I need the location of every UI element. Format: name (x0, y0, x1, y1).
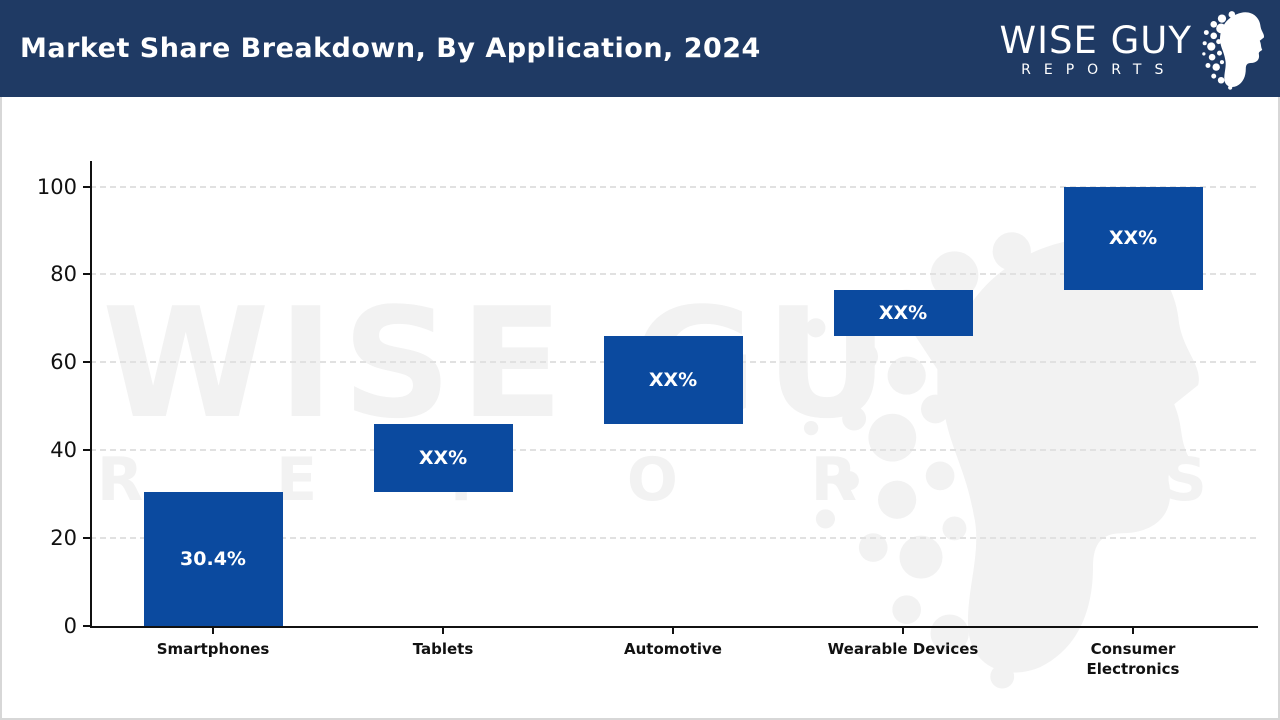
chart-title: Market Share Breakdown, By Application, … (20, 33, 761, 64)
gridline-40 (90, 449, 1256, 452)
x-tick-mark (212, 628, 214, 634)
category-label: Consumer Electronics (1086, 640, 1180, 679)
y-tick-label: 100 (36, 174, 77, 199)
logo-subtitle: REPORTS (1021, 61, 1177, 78)
x-axis-line (90, 626, 1258, 628)
y-tick-mark (83, 449, 90, 452)
category-label: Automotive (624, 640, 722, 658)
x-tick-mark (442, 628, 444, 634)
y-tick-mark (83, 361, 90, 364)
category-label: Tablets (412, 640, 474, 658)
logo-text: WISE GUY REPORTS (1000, 22, 1192, 77)
header-banner: Market Share Breakdown, By Application, … (0, 0, 1280, 97)
wiseguy-logo: WISE GUY REPORTS (1000, 6, 1268, 92)
x-tick-mark (1132, 628, 1134, 634)
x-tick-mark (902, 628, 904, 634)
category-label: Wearable Devices (827, 640, 979, 658)
y-tick-mark (83, 185, 90, 188)
gridline-100 (90, 185, 1256, 188)
bar-segment: XX% (1063, 186, 1203, 290)
bar-segment: XX% (603, 335, 743, 424)
y-tick-mark (83, 625, 90, 627)
y-tick-label: 0 (63, 614, 77, 638)
chart-plot-area: WISE GUY R E P O R T S 0 20 40 60 80 100 30.4%… (0, 97, 1280, 720)
y-tick-mark (83, 537, 90, 540)
gridline-80 (90, 273, 1256, 276)
bar-segment: 30.4% (143, 492, 283, 626)
bar-segment: XX% (373, 423, 513, 493)
y-tick-label: 60 (50, 350, 77, 375)
category-label: Smartphones (156, 640, 270, 658)
bar-segment: XX% (833, 289, 973, 336)
wiseguy-head-icon (1202, 11, 1265, 90)
y-tick-label: 80 (50, 262, 77, 287)
logo-wordmark: WISE GUY (999, 18, 1192, 62)
y-tick-label: 20 (50, 526, 77, 551)
y-tick-mark (83, 273, 90, 276)
x-tick-mark (672, 628, 674, 634)
gridline-20 (90, 537, 1256, 540)
y-tick-label: 40 (50, 438, 77, 463)
y-axis-line (90, 161, 92, 628)
